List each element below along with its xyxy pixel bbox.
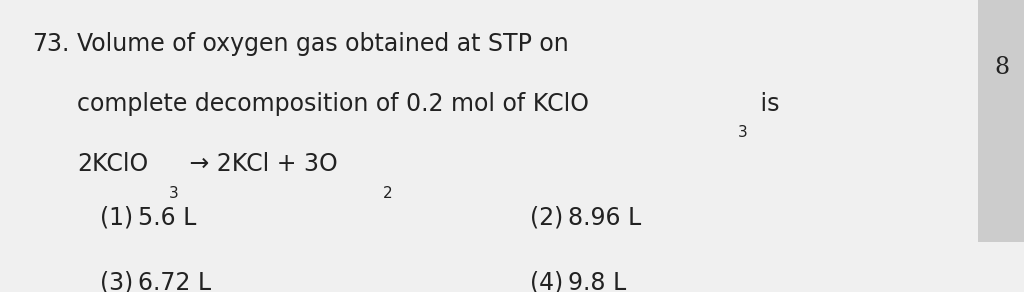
Text: (2): (2)	[530, 206, 563, 230]
Text: (3): (3)	[100, 271, 133, 292]
Text: 3: 3	[169, 186, 178, 201]
Text: 6.72 L: 6.72 L	[138, 271, 211, 292]
Text: (1): (1)	[100, 206, 133, 230]
Text: complete decomposition of 0.2 mol of KClO: complete decomposition of 0.2 mol of KCl…	[77, 92, 589, 116]
Text: 73.: 73.	[33, 32, 70, 55]
Text: is: is	[753, 92, 779, 116]
Text: 2KClO: 2KClO	[77, 152, 148, 176]
Text: → 2KCl + 3O: → 2KCl + 3O	[182, 152, 338, 176]
Text: (4): (4)	[530, 271, 563, 292]
Text: Volume of oxygen gas obtained at STP on: Volume of oxygen gas obtained at STP on	[77, 32, 568, 55]
Text: 9.8 L: 9.8 L	[568, 271, 627, 292]
Text: 8.96 L: 8.96 L	[568, 206, 642, 230]
Text: 8: 8	[994, 56, 1009, 79]
Text: 2: 2	[383, 186, 392, 201]
Text: 3: 3	[737, 126, 748, 140]
Text: 5.6 L: 5.6 L	[138, 206, 197, 230]
FancyBboxPatch shape	[978, 0, 1024, 242]
